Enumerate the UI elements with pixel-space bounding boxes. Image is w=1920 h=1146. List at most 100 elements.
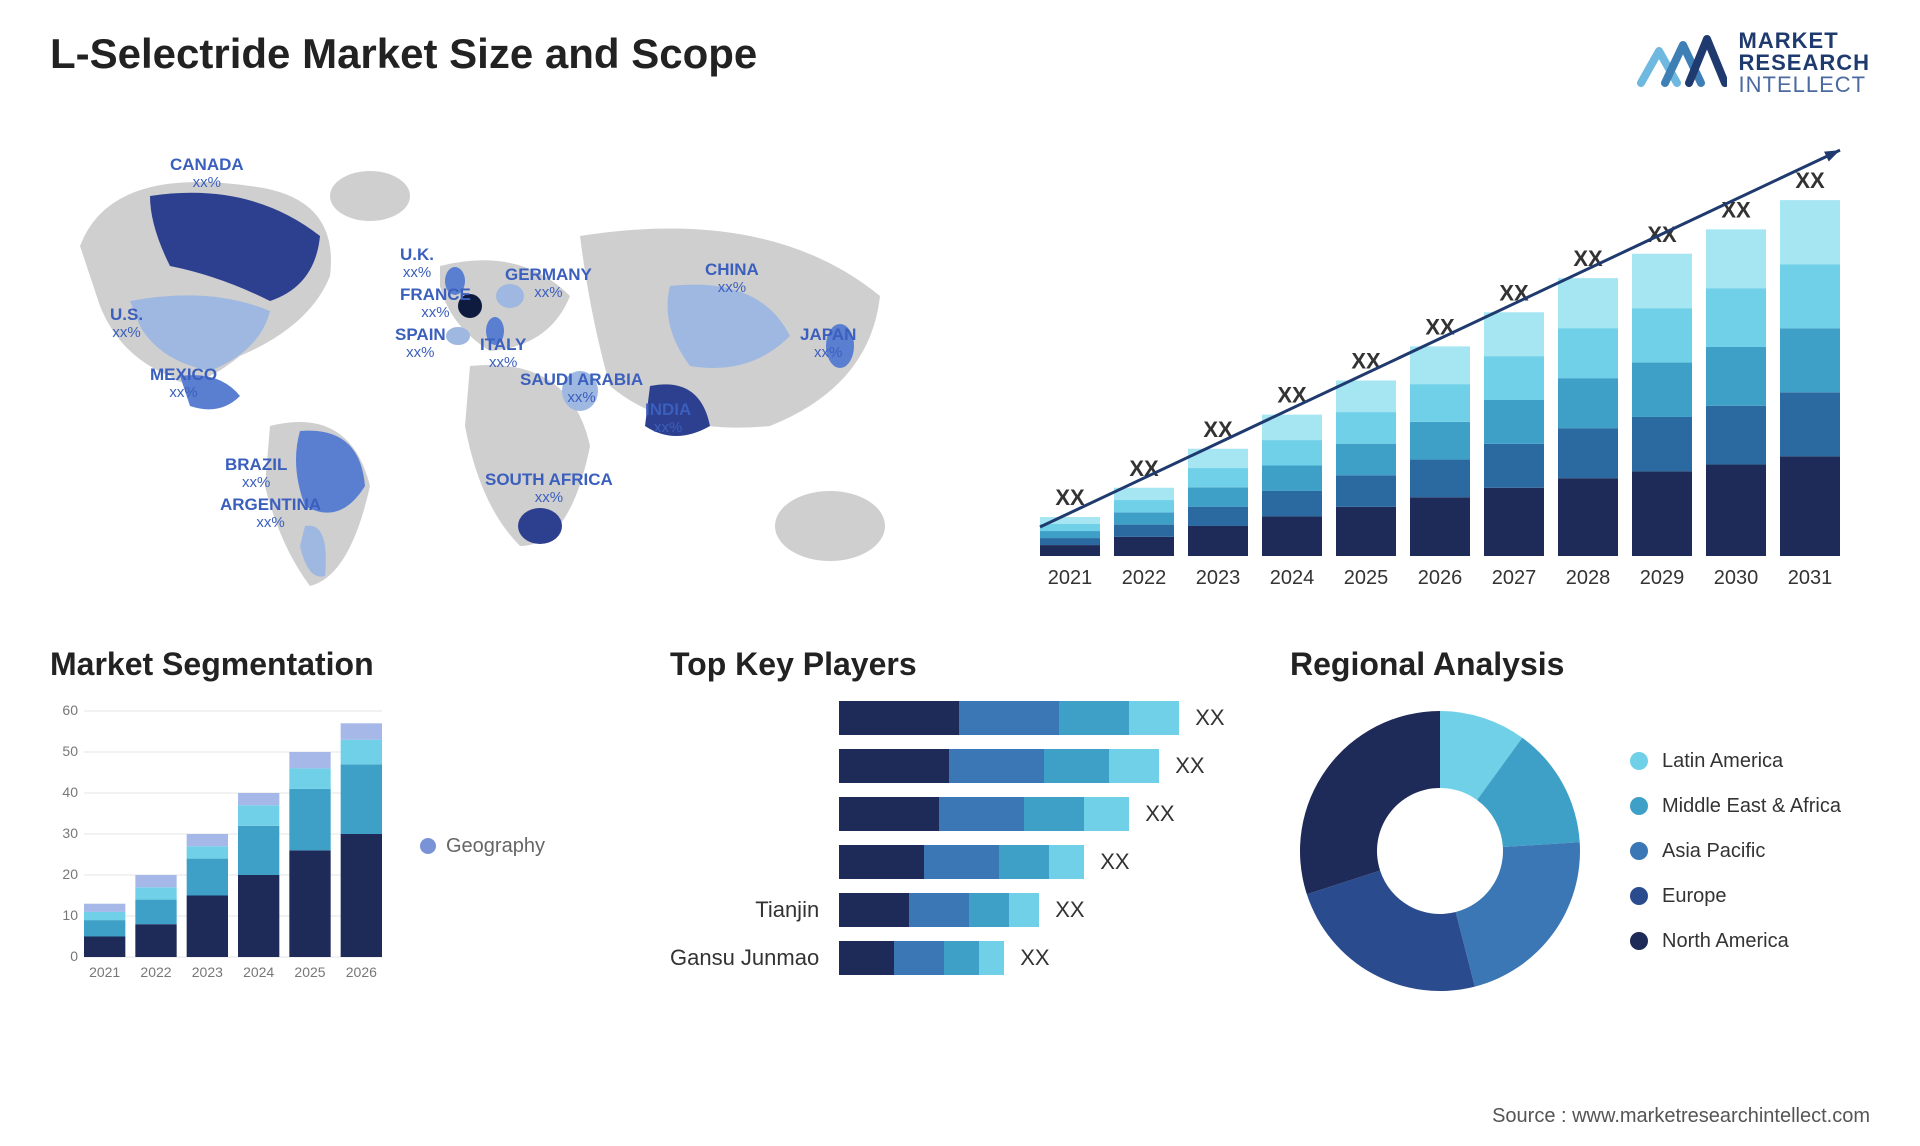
player-bar-segment bbox=[944, 941, 979, 975]
map-label: SOUTH AFRICAxx% bbox=[485, 471, 613, 506]
svg-text:2023: 2023 bbox=[1196, 567, 1241, 589]
player-bar-segment bbox=[1084, 797, 1129, 831]
svg-text:30: 30 bbox=[62, 825, 78, 841]
player-name bbox=[670, 701, 819, 735]
map-label: GERMANYxx% bbox=[505, 266, 592, 301]
logo-text: MARKET RESEARCH INTELLECT bbox=[1739, 30, 1870, 96]
player-bar-segment bbox=[1109, 749, 1159, 783]
player-value: XX bbox=[1055, 897, 1084, 923]
player-name bbox=[670, 749, 819, 783]
logo-mark-icon bbox=[1637, 31, 1727, 95]
player-bar-segment bbox=[1024, 797, 1084, 831]
player-bar-segment bbox=[894, 941, 944, 975]
regional-panel: Regional Analysis Latin AmericaMiddle Ea… bbox=[1290, 646, 1870, 1001]
header: L-Selectride Market Size and Scope MARKE… bbox=[50, 30, 1870, 96]
player-value: XX bbox=[1175, 753, 1204, 779]
svg-text:2021: 2021 bbox=[1048, 567, 1093, 589]
regional-legend-label: Latin America bbox=[1662, 750, 1783, 773]
svg-text:2021: 2021 bbox=[89, 964, 120, 980]
source-attribution: Source : www.marketresearchintellect.com bbox=[1492, 1105, 1870, 1128]
regional-legend-item: Latin America bbox=[1630, 750, 1841, 773]
player-bar-segment bbox=[1009, 893, 1039, 927]
player-bar bbox=[839, 797, 1129, 831]
svg-text:2023: 2023 bbox=[192, 964, 223, 980]
svg-text:40: 40 bbox=[62, 784, 78, 800]
map-label: ARGENTINAxx% bbox=[220, 496, 321, 531]
map-label: FRANCExx% bbox=[400, 286, 471, 321]
regional-legend: Latin America Middle East & Africa Asia Pa… bbox=[1630, 750, 1841, 953]
player-bar bbox=[839, 845, 1084, 879]
segmentation-legend: Geography bbox=[420, 835, 545, 858]
logo-line1: MARKET bbox=[1739, 30, 1870, 52]
segmentation-panel: Market Segmentation 01020304050602021202… bbox=[50, 646, 610, 1001]
player-bar-segment bbox=[979, 941, 1004, 975]
svg-text:2022: 2022 bbox=[1122, 567, 1167, 589]
map-label: CHINAxx% bbox=[705, 261, 759, 296]
svg-text:2029: 2029 bbox=[1640, 567, 1685, 589]
top-row: CANADAxx% U.S.xx%MEXICOxx% BRAZILxx% ARGENT… bbox=[50, 126, 1870, 606]
player-name bbox=[670, 845, 819, 879]
player-bar-segment bbox=[839, 941, 894, 975]
map-label: BRAZILxx% bbox=[225, 456, 287, 491]
player-bar bbox=[839, 749, 1159, 783]
regional-legend-item: Asia Pacific bbox=[1630, 840, 1841, 863]
logo-line2: RESEARCH bbox=[1739, 52, 1870, 74]
map-label: CANADAxx% bbox=[170, 156, 244, 191]
svg-text:0: 0 bbox=[70, 948, 78, 964]
player-value: XX bbox=[1020, 945, 1049, 971]
map-label: ITALYxx% bbox=[480, 336, 526, 371]
player-name bbox=[670, 797, 819, 831]
page-title: L-Selectride Market Size and Scope bbox=[50, 30, 757, 78]
world-map-panel: CANADAxx% U.S.xx%MEXICOxx% BRAZILxx% ARGENT… bbox=[50, 126, 970, 606]
regional-legend-item: Middle East & Africa bbox=[1630, 795, 1841, 818]
player-bar-segment bbox=[839, 845, 924, 879]
svg-text:2028: 2028 bbox=[1566, 567, 1611, 589]
map-label: MEXICOxx% bbox=[150, 366, 217, 401]
player-row: XX bbox=[839, 941, 1230, 975]
logo: MARKET RESEARCH INTELLECT bbox=[1637, 30, 1870, 96]
player-bar bbox=[839, 941, 1004, 975]
player-value: XX bbox=[1100, 849, 1129, 875]
map-label: SPAINxx% bbox=[395, 326, 446, 361]
svg-text:2026: 2026 bbox=[346, 964, 377, 980]
svg-text:60: 60 bbox=[62, 702, 78, 718]
svg-text:2026: 2026 bbox=[1418, 567, 1463, 589]
regional-legend-label: Middle East & Africa bbox=[1662, 795, 1841, 818]
svg-text:2030: 2030 bbox=[1714, 567, 1759, 589]
player-value: XX bbox=[1195, 705, 1224, 731]
svg-text:2025: 2025 bbox=[294, 964, 325, 980]
player-bar-segment bbox=[839, 701, 959, 735]
svg-text:XX: XX bbox=[1795, 168, 1825, 193]
svg-text:2022: 2022 bbox=[140, 964, 171, 980]
player-bar-segment bbox=[959, 701, 1059, 735]
map-label: U.K.xx% bbox=[400, 246, 434, 281]
svg-text:20: 20 bbox=[62, 866, 78, 882]
map-label: U.S.xx% bbox=[110, 306, 143, 341]
segmentation-legend-label: Geography bbox=[446, 835, 545, 858]
player-bar bbox=[839, 893, 1039, 927]
svg-text:50: 50 bbox=[62, 743, 78, 759]
svg-text:2027: 2027 bbox=[1492, 567, 1537, 589]
player-bar-segment bbox=[1044, 749, 1109, 783]
legend-swatch-icon bbox=[1630, 797, 1648, 815]
player-bar-segment bbox=[839, 893, 909, 927]
player-bar-segment bbox=[969, 893, 1009, 927]
player-bar-segment bbox=[839, 797, 939, 831]
regional-legend-label: Europe bbox=[1662, 885, 1727, 908]
svg-text:2024: 2024 bbox=[1270, 567, 1315, 589]
map-label: JAPANxx% bbox=[800, 326, 856, 361]
regional-donut bbox=[1290, 701, 1590, 1001]
regional-legend-label: North America bbox=[1662, 930, 1789, 953]
players-bars: XXXXXXXXXXXX bbox=[839, 701, 1230, 981]
players-labels: TianjinGansu Junmao bbox=[670, 701, 819, 981]
player-row: XX bbox=[839, 893, 1230, 927]
top-players-title: Top Key Players bbox=[670, 646, 1230, 683]
legend-swatch-icon bbox=[1630, 842, 1648, 860]
player-bar-segment bbox=[1049, 845, 1084, 879]
growth-chart: XX2021XX2022XX2023XX2024XX2025XX2026XX20… bbox=[1030, 126, 1870, 606]
player-bar-segment bbox=[1059, 701, 1129, 735]
svg-text:10: 10 bbox=[62, 907, 78, 923]
player-row: XX bbox=[839, 749, 1230, 783]
bottom-row: Market Segmentation 01020304050602021202… bbox=[50, 646, 1870, 1001]
legend-swatch-icon bbox=[1630, 887, 1648, 905]
